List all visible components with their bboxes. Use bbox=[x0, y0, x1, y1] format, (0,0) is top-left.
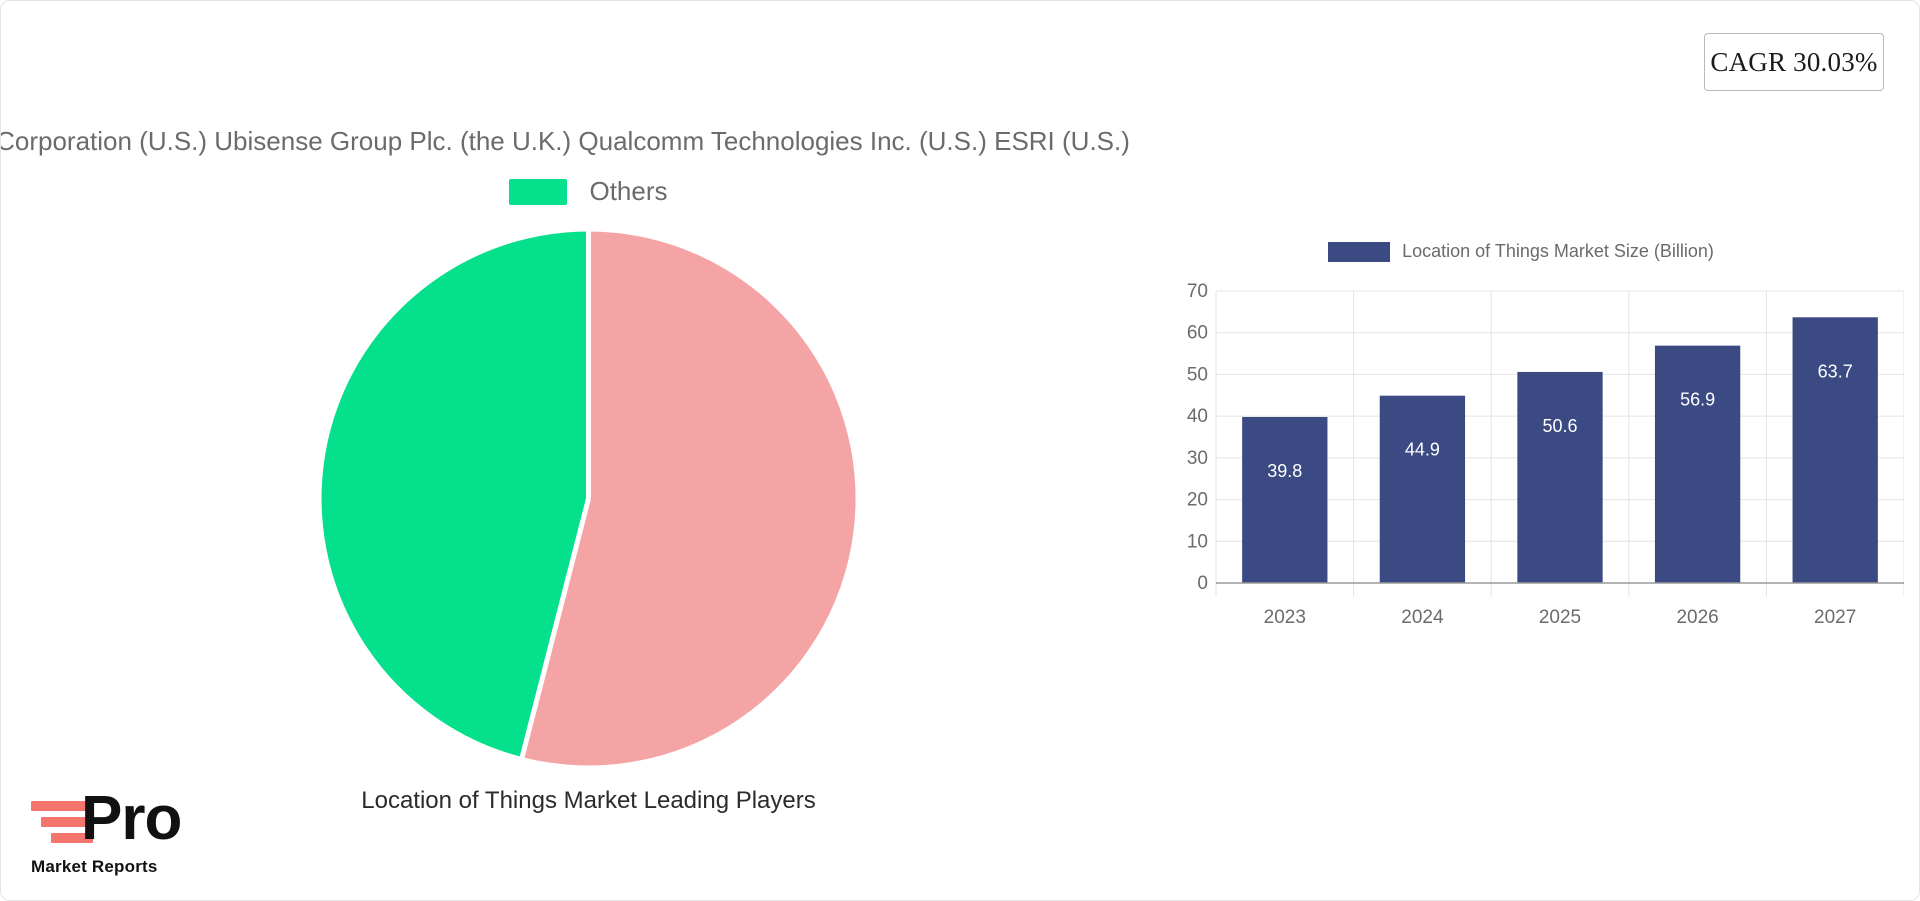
y-axis-tick-label: 20 bbox=[1187, 490, 1208, 511]
logo-mark: Pro bbox=[23, 785, 203, 853]
y-axis-tick-label: 70 bbox=[1187, 283, 1208, 302]
pie-chart-panel: Corporation (U.S.) Ubisense Group Plc. (… bbox=[1, 1, 1131, 900]
legend-swatch-others-icon bbox=[509, 178, 568, 205]
pie-slice-others bbox=[321, 231, 589, 758]
x-axis-category-label: 2026 bbox=[1676, 607, 1718, 628]
logo-speed-line-icon bbox=[31, 801, 93, 811]
y-axis-tick-label: 30 bbox=[1187, 448, 1208, 469]
bar-value-label: 44.9 bbox=[1405, 440, 1440, 460]
bar-value-label: 50.6 bbox=[1542, 416, 1577, 436]
bar-chart-panel: Location of Things Market Size (Billion)… bbox=[1136, 241, 1906, 691]
y-axis-tick-label: 60 bbox=[1187, 323, 1208, 344]
y-axis-tick-label: 0 bbox=[1197, 573, 1208, 594]
pie-chart-graphic bbox=[316, 226, 861, 771]
legend-swatch-market-size-icon bbox=[1328, 241, 1391, 262]
bar bbox=[1654, 345, 1741, 583]
bar-value-label: 56.9 bbox=[1680, 390, 1715, 410]
pie-legend-others[interactable]: Others bbox=[1, 176, 1176, 207]
bar-chart-y-axis-ticks: 0 10 20 30 40 50 60 70 bbox=[1187, 283, 1208, 594]
x-axis-category-label: 2023 bbox=[1264, 607, 1306, 628]
x-axis-category-label: 2024 bbox=[1401, 607, 1444, 628]
bar bbox=[1379, 395, 1466, 583]
pie-slice-divider-bottom bbox=[519, 497, 591, 758]
bar-chart-plot-area: 0 10 20 30 40 50 60 70 39.8 44.9 50.6 56.9 63.7 202… bbox=[1176, 283, 1904, 643]
logo-tagline: Market Reports bbox=[31, 857, 158, 876]
x-axis-category-label: 2027 bbox=[1814, 607, 1856, 628]
cagr-badge-label: CAGR 30.03% bbox=[1710, 46, 1878, 77]
pie-leading-players-legend-text: Corporation (U.S.) Ubisense Group Plc. (… bbox=[1, 126, 1130, 156]
x-axis-category-label: 2025 bbox=[1539, 607, 1581, 628]
logo-speed-line-icon bbox=[41, 817, 93, 827]
pie-chart-caption: Location of Things Market Leading Player… bbox=[361, 787, 816, 814]
pie-legend-others-label: Others bbox=[589, 176, 668, 206]
bar bbox=[1517, 371, 1603, 583]
y-axis-tick-label: 10 bbox=[1187, 531, 1208, 552]
logo-wordmark: Pro bbox=[81, 784, 182, 853]
bar-value-label: 63.7 bbox=[1818, 361, 1853, 381]
bar-chart-x-axis-labels: 2023 2024 2025 2026 2027 bbox=[1264, 607, 1857, 628]
brand-logo: Pro Market Reports bbox=[23, 785, 203, 881]
bar bbox=[1242, 416, 1328, 583]
bar-value-label: 39.8 bbox=[1267, 461, 1302, 481]
bar bbox=[1792, 317, 1878, 583]
logo-speed-line-icon bbox=[51, 833, 93, 843]
bar-chart-legend[interactable]: Location of Things Market Size (Billion) bbox=[1136, 241, 1906, 262]
y-axis-tick-label: 40 bbox=[1187, 406, 1208, 427]
y-axis-tick-label: 50 bbox=[1187, 364, 1208, 385]
cagr-badge: CAGR 30.03% bbox=[1704, 33, 1884, 91]
bar-chart-legend-label: Location of Things Market Size (Billion) bbox=[1402, 241, 1714, 261]
pie-slice-leading-players bbox=[522, 231, 856, 766]
bar-chart-bars: 39.8 44.9 50.6 56.9 63.7 bbox=[1242, 317, 1878, 583]
